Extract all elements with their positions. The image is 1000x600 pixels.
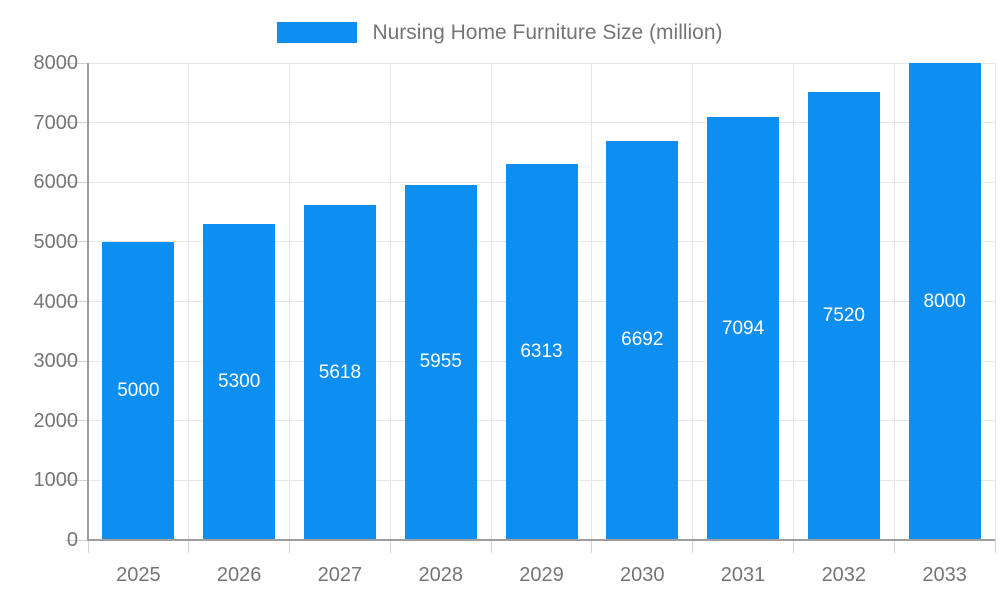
y-axis-label: 3000 (33, 350, 79, 373)
bar-value-label: 6692 (621, 329, 664, 351)
x-axis-label: 2033 (922, 564, 967, 586)
x-gridline (389, 63, 391, 540)
y-tick (65, 420, 88, 422)
y-axis-label: 5000 (33, 230, 79, 253)
y-axis-label: 4000 (33, 290, 79, 313)
x-tick (389, 540, 391, 553)
bar-value-label: 5618 (318, 361, 362, 383)
bar-value-label: 6313 (520, 340, 563, 362)
bar-value-label: 7520 (822, 304, 865, 326)
bar[interactable]: 5618 (303, 205, 376, 540)
bar-value-label: 5955 (419, 351, 462, 373)
x-axis-label: 2025 (116, 564, 161, 586)
x-gridline (289, 63, 291, 540)
y-tick (65, 360, 88, 362)
y-tick (65, 301, 88, 302)
bar[interactable]: 6692 (606, 140, 679, 540)
legend-item[interactable]: Nursing Home Furniture Size (million) (277, 21, 723, 44)
y-axis-label: 0 (66, 529, 78, 551)
bar[interactable]: 6313 (505, 163, 578, 540)
x-tick (87, 540, 89, 553)
y-axis-label: 6000 (33, 171, 79, 194)
y-tick (65, 241, 88, 243)
bar-value-label: 8000 (923, 290, 966, 312)
x-tick (792, 540, 794, 553)
bar[interactable]: 7520 (807, 91, 880, 540)
x-axis-label: 2026 (216, 564, 262, 586)
x-axis-label: 2029 (519, 564, 564, 586)
x-axis-label: 2028 (418, 564, 463, 586)
x-tick (692, 540, 694, 553)
y-axis-label: 8000 (33, 52, 79, 74)
y-axis-label: 7000 (33, 111, 79, 134)
bar[interactable]: 5000 (102, 241, 175, 540)
plot-area: 0 1000 2000 3000 4000 5000 6000 7000 8000 2025 202… (34, 52, 996, 586)
x-gridline (188, 63, 190, 540)
legend-swatch-icon (277, 22, 358, 43)
x-axis-label: 2030 (620, 564, 665, 586)
x-tick (188, 540, 190, 553)
y-axis-label: 1000 (33, 469, 79, 492)
y-axis-line (87, 63, 89, 540)
bar[interactable]: 8000 (908, 63, 981, 540)
x-tick (893, 540, 895, 553)
x-gridline (692, 63, 694, 540)
x-tick (490, 540, 492, 553)
bar-value-label: 7094 (721, 317, 765, 339)
legend-label: Nursing Home Furniture Size (million) (372, 21, 723, 44)
y-tick (65, 122, 88, 124)
x-gridline (591, 63, 593, 540)
y-gridline (88, 62, 995, 64)
y-gridline (88, 122, 995, 124)
x-tick (591, 540, 593, 553)
x-axis-label: 2032 (821, 564, 867, 586)
y-tick (65, 479, 88, 481)
bar-value-label: 5000 (117, 379, 160, 401)
x-gridline (994, 63, 996, 540)
x-tick (289, 540, 291, 553)
bar[interactable]: 5300 (203, 223, 276, 540)
y-axis-label: 2000 (33, 409, 79, 432)
x-gridline (792, 63, 794, 540)
bar[interactable]: 7094 (707, 117, 780, 540)
x-axis-label: 2031 (720, 564, 766, 586)
x-axis-line (87, 539, 995, 541)
bar-value-label: 5300 (218, 370, 261, 392)
bar[interactable]: 5955 (404, 184, 477, 540)
x-gridline (893, 63, 895, 540)
y-tick (65, 62, 88, 64)
x-tick (994, 540, 996, 553)
legend: Nursing Home Furniture Size (million) (0, 22, 1000, 43)
x-gridline (490, 63, 492, 540)
x-axis-label: 2027 (317, 564, 363, 586)
y-tick (65, 181, 88, 183)
y-tick (65, 539, 88, 541)
